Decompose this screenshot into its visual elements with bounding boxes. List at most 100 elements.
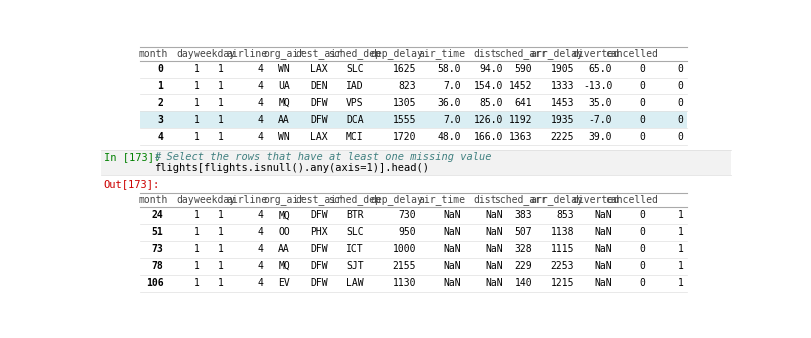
Text: NaN: NaN — [594, 210, 611, 220]
Text: DEN: DEN — [310, 81, 328, 91]
Text: 1: 1 — [218, 261, 224, 271]
Text: NaN: NaN — [485, 210, 502, 220]
Text: cancelled: cancelled — [605, 49, 658, 59]
Text: 1905: 1905 — [550, 64, 573, 74]
Text: 1: 1 — [194, 244, 200, 254]
Text: day: day — [176, 49, 193, 59]
Text: VPS: VPS — [345, 98, 363, 108]
Text: 1000: 1000 — [393, 244, 416, 254]
Text: 1: 1 — [194, 278, 200, 288]
Text: 51: 51 — [152, 227, 163, 237]
Text: 106: 106 — [146, 278, 163, 288]
Text: OO: OO — [278, 227, 290, 237]
Text: 1: 1 — [218, 115, 224, 125]
Text: # Select the rows that have at least one missing value: # Select the rows that have at least one… — [154, 152, 491, 162]
Text: 4: 4 — [257, 115, 263, 125]
Text: 1: 1 — [677, 278, 683, 288]
Text: 950: 950 — [398, 227, 416, 237]
Text: 1192: 1192 — [508, 115, 532, 125]
Text: SLC: SLC — [345, 64, 363, 74]
Text: arr_delay: arr_delay — [530, 194, 582, 206]
Text: 154.0: 154.0 — [473, 81, 502, 91]
Text: 4: 4 — [257, 64, 263, 74]
Text: 1215: 1215 — [550, 278, 573, 288]
Bar — [140, 112, 686, 128]
Text: 641: 641 — [514, 98, 532, 108]
Text: 24: 24 — [152, 210, 163, 220]
Text: 1305: 1305 — [393, 98, 416, 108]
Bar — [101, 150, 730, 174]
Text: 1: 1 — [218, 244, 224, 254]
Text: -13.0: -13.0 — [582, 81, 611, 91]
Text: MQ: MQ — [278, 98, 290, 108]
Text: 4: 4 — [257, 210, 263, 220]
Text: sched_arr: sched_arr — [494, 194, 547, 206]
Text: LAW: LAW — [345, 278, 363, 288]
Text: NaN: NaN — [485, 227, 502, 237]
Text: DFW: DFW — [310, 115, 328, 125]
Text: 0: 0 — [639, 210, 645, 220]
Text: 1453: 1453 — [550, 98, 573, 108]
Text: sched_arr: sched_arr — [494, 48, 547, 59]
Text: NaN: NaN — [485, 244, 502, 254]
Text: SLC: SLC — [345, 227, 363, 237]
Text: 1: 1 — [194, 98, 200, 108]
Text: Out[173]:: Out[173]: — [104, 179, 160, 189]
Text: 39.0: 39.0 — [588, 132, 611, 142]
Text: air_time: air_time — [418, 48, 465, 59]
Text: AA: AA — [278, 244, 290, 254]
Text: 1625: 1625 — [393, 64, 416, 74]
Text: 1138: 1138 — [550, 227, 573, 237]
Text: 1935: 1935 — [550, 115, 573, 125]
Text: NaN: NaN — [443, 210, 461, 220]
Text: 4: 4 — [257, 98, 263, 108]
Text: 1: 1 — [194, 132, 200, 142]
Text: airline: airline — [226, 49, 267, 59]
Text: arr_delay: arr_delay — [530, 48, 582, 59]
Text: dest_air: dest_air — [295, 194, 342, 206]
Text: 1: 1 — [194, 64, 200, 74]
Text: 4: 4 — [157, 132, 163, 142]
Text: 2155: 2155 — [393, 261, 416, 271]
Text: 1555: 1555 — [393, 115, 416, 125]
Text: 1: 1 — [218, 227, 224, 237]
Text: 1: 1 — [677, 227, 683, 237]
Text: 4: 4 — [257, 244, 263, 254]
Text: EV: EV — [278, 278, 290, 288]
Text: 0: 0 — [639, 244, 645, 254]
Text: IAD: IAD — [345, 81, 363, 91]
Text: 1130: 1130 — [393, 278, 416, 288]
Text: 0: 0 — [639, 132, 645, 142]
Text: month: month — [139, 49, 168, 59]
Text: 2: 2 — [157, 98, 163, 108]
Text: org_air: org_air — [263, 194, 304, 206]
Text: NaN: NaN — [443, 244, 461, 254]
Text: 383: 383 — [514, 210, 532, 220]
Text: 4: 4 — [257, 132, 263, 142]
Text: dest_air: dest_air — [295, 48, 342, 59]
Text: DFW: DFW — [310, 98, 328, 108]
Text: 823: 823 — [398, 81, 416, 91]
Text: 0: 0 — [639, 81, 645, 91]
Text: NaN: NaN — [485, 278, 502, 288]
Text: 7.0: 7.0 — [443, 115, 461, 125]
Text: 229: 229 — [514, 261, 532, 271]
Text: 4: 4 — [257, 81, 263, 91]
Text: 1363: 1363 — [508, 132, 532, 142]
Text: 36.0: 36.0 — [437, 98, 461, 108]
Text: 58.0: 58.0 — [437, 64, 461, 74]
Text: BTR: BTR — [345, 210, 363, 220]
Text: NaN: NaN — [443, 261, 461, 271]
Text: 0: 0 — [157, 64, 163, 74]
Text: month: month — [139, 195, 168, 205]
Text: WN: WN — [278, 132, 290, 142]
Text: LAX: LAX — [310, 132, 328, 142]
Text: UA: UA — [278, 81, 290, 91]
Text: 1452: 1452 — [508, 81, 532, 91]
Text: 1720: 1720 — [393, 132, 416, 142]
Text: 1: 1 — [218, 210, 224, 220]
Text: 0: 0 — [639, 64, 645, 74]
Text: 328: 328 — [514, 244, 532, 254]
Text: 730: 730 — [398, 210, 416, 220]
Text: MQ: MQ — [278, 210, 290, 220]
